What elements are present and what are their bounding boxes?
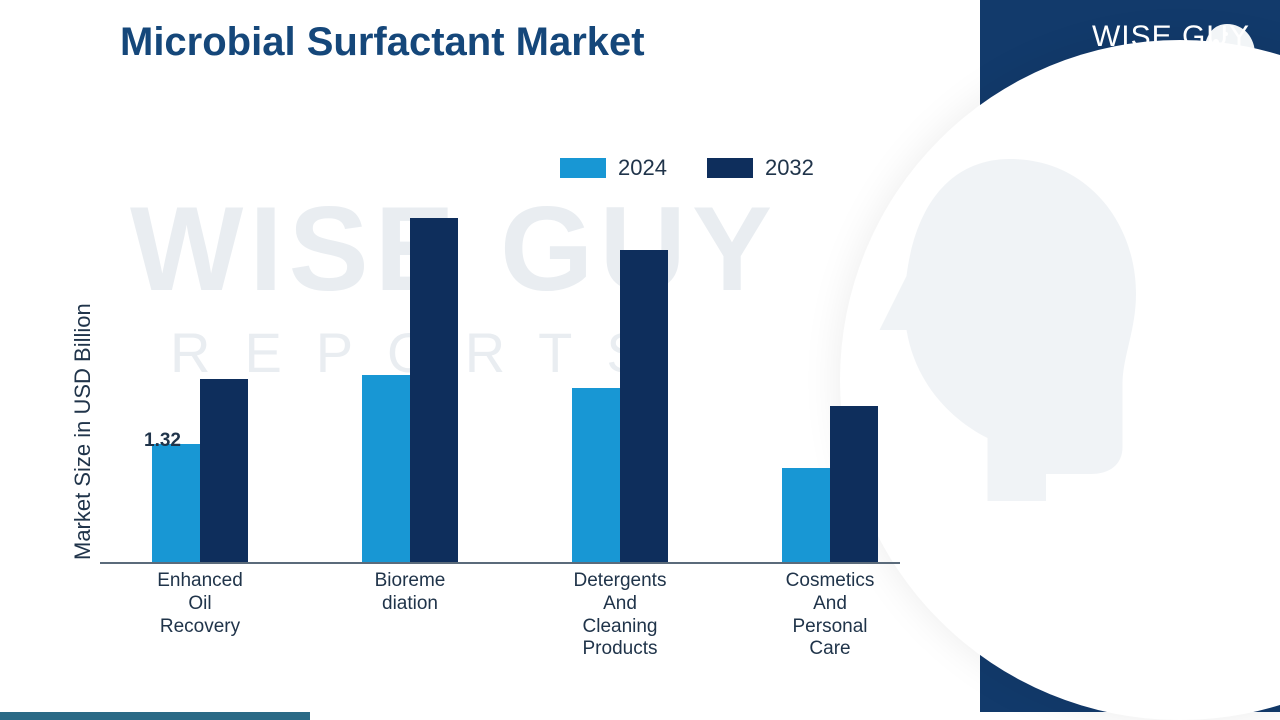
category-label-2: DetergentsAndCleaningProducts <box>550 570 690 661</box>
chart-title: Microbial Surfactant Market <box>120 20 645 65</box>
bar-2032-2 <box>620 250 668 562</box>
legend-item-2032: 2032 <box>707 155 814 181</box>
brand-head-icon <box>1192 22 1262 102</box>
bar-2032-0 <box>200 379 248 562</box>
legend-label-2024: 2024 <box>618 155 667 181</box>
bottom-strip <box>0 712 310 720</box>
bar-2024-2 <box>572 388 620 562</box>
category-label-0: EnhancedOilRecovery <box>130 570 270 638</box>
legend-item-2024: 2024 <box>560 155 667 181</box>
bar-2032-1 <box>410 218 458 562</box>
category-label-1: Bioremediation <box>340 570 480 616</box>
watermark-head-icon <box>850 150 1170 510</box>
bar-2024-0 <box>152 444 200 562</box>
legend-swatch-2024 <box>560 158 606 178</box>
x-axis-line <box>100 562 900 564</box>
chart-legend: 2024 2032 <box>560 155 814 181</box>
infographic-canvas: WISE GUY REPORTS Microbial Surfactant Ma… <box>0 0 1280 720</box>
bar-2024-1 <box>362 375 410 562</box>
value-label-0: 1.32 <box>144 430 181 452</box>
bar-2024-3 <box>782 468 830 562</box>
legend-swatch-2032 <box>707 158 753 178</box>
y-axis-label: Market Size in USD Billion <box>70 303 96 560</box>
legend-label-2032: 2032 <box>765 155 814 181</box>
bar-2032-3 <box>830 406 878 562</box>
category-label-3: CosmeticsAndPersonalCare <box>760 570 900 661</box>
